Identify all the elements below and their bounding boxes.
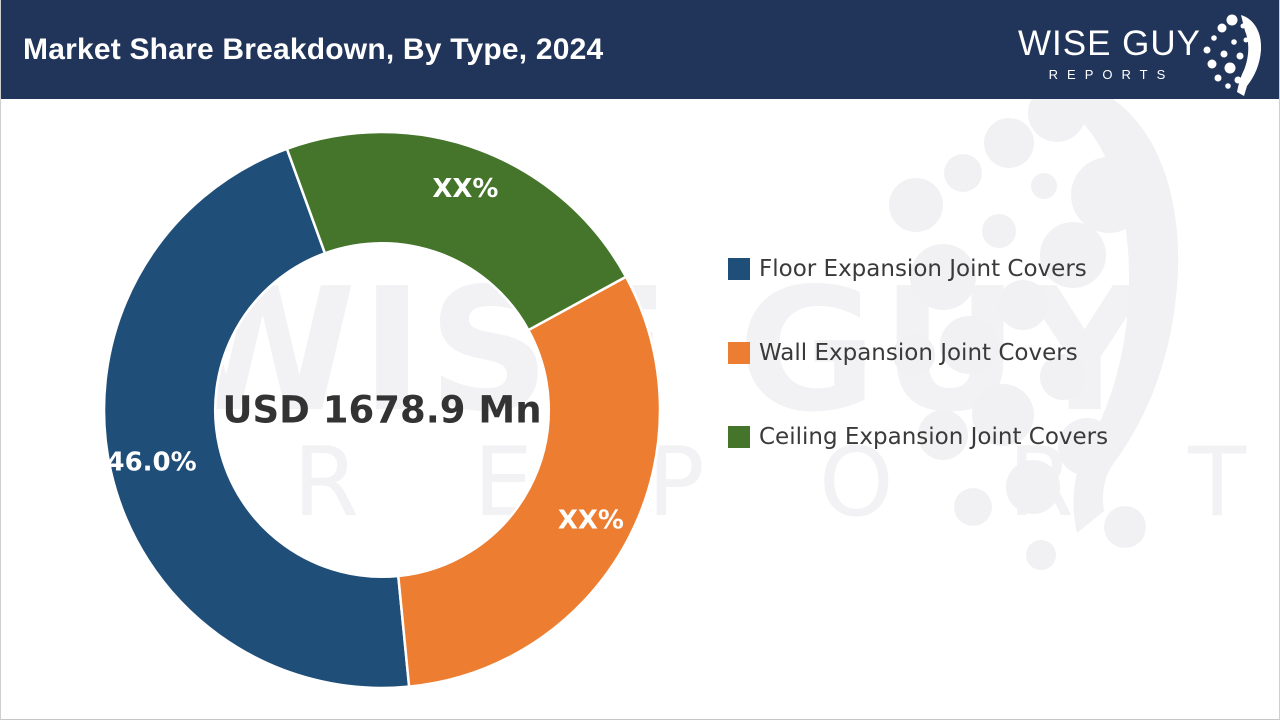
brand-text: WISE GUY REPORTS (1018, 24, 1201, 82)
legend-swatch-floor (728, 258, 750, 280)
pie-slice-floor-expansion-joint-covers (102, 147, 411, 690)
legend-swatch-ceiling (728, 426, 750, 448)
legend-swatch-wall (728, 342, 750, 364)
pie-slice-label-wall-expansion-joint-covers: XX% (558, 506, 624, 536)
brand-wordmark: WISE GUY (1017, 24, 1201, 63)
pie-slice-label-floor-expansion-joint-covers: 46.0% (106, 447, 196, 477)
header-bar: Market Share Breakdown, By Type, 2024 WI… (1, 0, 1279, 99)
brand-face-icon (1203, 14, 1262, 96)
legend-item-floor: Floor Expansion Joint Covers (728, 256, 1087, 282)
brand-subtext: REPORTS (1048, 67, 1175, 82)
pie-slice-wall-expansion-joint-covers (397, 275, 662, 688)
legend-item-ceiling: Ceiling Expansion Joint Covers (728, 424, 1108, 450)
page-title: Market Share Breakdown, By Type, 2024 (23, 32, 604, 66)
legend-label-ceiling: Ceiling Expansion Joint Covers (759, 424, 1109, 450)
pie-slice-label-ceiling-expansion-joint-covers: XX% (432, 174, 498, 204)
legend-item-wall: Wall Expansion Joint Covers (728, 340, 1078, 366)
pie-slice-ceiling-expansion-joint-covers (285, 130, 628, 332)
legend-label-floor: Floor Expansion Joint Covers (759, 256, 1087, 282)
legend-label-wall: Wall Expansion Joint Covers (759, 340, 1078, 366)
donut-center-label: USD 1678.9 Mn (222, 389, 541, 432)
brand-logo: WISE GUY REPORTS (1013, 6, 1263, 96)
